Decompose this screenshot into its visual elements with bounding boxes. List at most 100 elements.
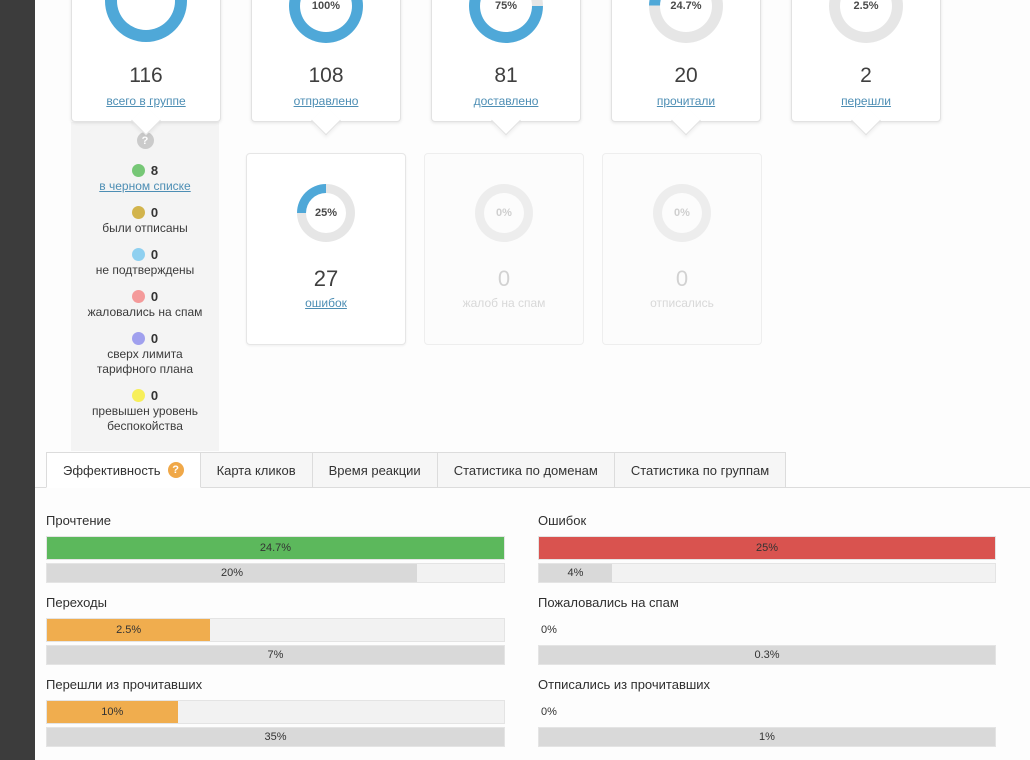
tab-label: Время реакции xyxy=(328,462,421,478)
legend-label-anxiety-level: превышен уровень беспокойства xyxy=(91,404,199,433)
stat-link-clicked[interactable]: перешли xyxy=(841,94,891,108)
metric-click-rate: Переходы 2.5% 7% xyxy=(46,595,505,665)
stat-card-total-in-group: 116 всего в группе xyxy=(71,0,221,122)
stat-card-delivered: 75% 81 доставлено xyxy=(431,0,581,122)
donut-percent-label: 100% xyxy=(311,0,341,12)
metric-click-to-open-rate: Перешли из прочитавших 10% 35% xyxy=(46,677,505,747)
donut-chart-errors: 25% xyxy=(297,184,355,242)
tab-label: Эффективность xyxy=(63,462,161,478)
donut-chart-spam-complaints: 0% xyxy=(475,184,533,242)
donut-percent-label: 75% xyxy=(494,0,518,12)
stat-link-total-in-group[interactable]: всего в группе xyxy=(106,94,186,108)
legend-label-over-limit: сверх лимита тарифного плана xyxy=(96,347,194,376)
stat-link-sent[interactable]: отправлено xyxy=(293,94,359,108)
bar-average-label: 0.3% xyxy=(754,649,780,661)
metric-value-bar: 0% xyxy=(538,700,996,724)
metric-value-bar: 0% xyxy=(538,618,996,642)
top-stat-cards: 116 всего в группе 100% 108 отправлено 7… xyxy=(71,0,941,122)
metric-average-bar: 7% xyxy=(46,645,505,665)
bar-value-label: 2.5% xyxy=(116,624,142,636)
metrics-left-column: Прочтение 24.7% 20% Переходы 2.5% 7% Пер… xyxy=(46,513,505,759)
stat-value-sent: 108 xyxy=(308,64,344,87)
metric-average-bar: 20% xyxy=(46,563,505,583)
left-sidebar[interactable] xyxy=(0,0,35,760)
legend-item-unconfirmed: 0 не подтверждены xyxy=(71,245,219,278)
metrics-right-column: Ошибок 25% 4% Пожаловались на спам 0% 0.… xyxy=(538,513,996,759)
stat-card-spam-complaints: 0% 0 жалоб на спам xyxy=(424,153,584,345)
legend-dot-blue xyxy=(131,247,145,261)
metric-unsubscribe-rate: Отписались из прочитавших 0% 1% xyxy=(538,677,996,747)
metric-average-bar: 0.3% xyxy=(538,645,996,665)
tab-click-map[interactable]: Карта кликов xyxy=(200,452,313,487)
metric-title: Отписались из прочитавших xyxy=(538,677,711,692)
help-icon[interactable]: ? xyxy=(136,132,154,149)
stat-value-delivered: 81 xyxy=(494,64,518,87)
bar-average-label: 7% xyxy=(267,649,284,661)
legend-label-unconfirmed: не подтверждены xyxy=(95,263,195,277)
metric-error-rate: Ошибок 25% 4% xyxy=(538,513,996,583)
group-legend-panel: ? 8 в черном списке 0 были отписаны 0 не… xyxy=(71,122,219,451)
donut-chart-total xyxy=(105,0,187,42)
tab-domain-stats[interactable]: Статистика по доменам xyxy=(437,452,615,487)
legend-count: 0 xyxy=(150,387,159,403)
help-icon[interactable]: ? xyxy=(167,462,184,478)
stat-value-unsubscribed: 0 xyxy=(675,266,689,291)
stat-value-total: 116 xyxy=(129,64,163,87)
stat-card-errors: 25% 27 ошибок xyxy=(246,153,406,345)
legend-link-blacklist[interactable]: в черном списке xyxy=(99,179,191,193)
legend-item-blacklist: 8 в черном списке xyxy=(71,161,219,194)
legend-item-unsubscribed: 0 были отписаны xyxy=(71,203,219,236)
stat-card-unsubscribed: 0% 0 отписались xyxy=(602,153,762,345)
donut-percent-label: 0% xyxy=(674,207,690,219)
effectiveness-panel: Прочтение 24.7% 20% Переходы 2.5% 7% Пер… xyxy=(46,488,996,759)
legend-dot-periwinkle xyxy=(131,331,145,345)
bar-average-label: 4% xyxy=(567,567,584,579)
donut-chart-sent: 100% xyxy=(289,0,363,43)
metric-average-bar: 4% xyxy=(538,563,996,583)
metric-value-bar: 10% xyxy=(46,700,505,724)
legend-count: 0 xyxy=(150,288,159,304)
stat-value-spam-complaints: 0 xyxy=(497,266,511,291)
legend-count: 0 xyxy=(150,246,159,262)
legend-dot-green xyxy=(131,163,145,177)
metric-value-bar: 24.7% xyxy=(46,536,505,560)
legend-count: 8 xyxy=(150,162,159,178)
bar-value-label: 0% xyxy=(541,706,557,718)
metric-spam-complaint-rate: Пожаловались на спам 0% 0.3% xyxy=(538,595,996,665)
statistics-tabs: Эффективность ? Карта кликов Время реакц… xyxy=(46,452,787,488)
bar-value-label: 25% xyxy=(755,542,779,554)
metric-title: Прочтение xyxy=(46,513,111,528)
stat-card-read: 24.7% 20 прочитали xyxy=(611,0,761,122)
metric-value-bar: 2.5% xyxy=(46,618,505,642)
stat-link-unsubscribed: отписались xyxy=(650,296,714,310)
bar-value-label: 24.7% xyxy=(259,542,292,554)
metric-average-bar: 35% xyxy=(46,727,505,747)
stat-link-delivered[interactable]: доставлено xyxy=(473,94,539,108)
stat-link-errors[interactable]: ошибок xyxy=(305,296,347,310)
stat-value-clicked: 2 xyxy=(860,64,872,87)
stat-value-read: 20 xyxy=(674,64,698,87)
tabs-divider xyxy=(35,487,1030,488)
stat-card-sent: 100% 108 отправлено xyxy=(251,0,401,122)
legend-item-spam-complaints: 0 жаловались на спам xyxy=(71,287,219,320)
stat-link-spam-complaints: жалоб на спам xyxy=(462,296,546,310)
donut-chart-read: 24.7% xyxy=(649,0,723,43)
metric-title: Ошибок xyxy=(538,513,587,528)
metric-value-bar: 25% xyxy=(538,536,996,560)
metric-title: Пожаловались на спам xyxy=(538,595,679,610)
tab-group-stats[interactable]: Статистика по группам xyxy=(614,452,787,487)
metric-read-rate: Прочтение 24.7% 20% xyxy=(46,513,505,583)
bar-value-label: 0% xyxy=(541,624,557,636)
legend-dot-mustard xyxy=(131,205,145,219)
metric-title: Переходы xyxy=(46,595,107,610)
legend-item-anxiety-level: 0 превышен уровень беспокойства xyxy=(71,386,219,434)
donut-percent-label: 2.5% xyxy=(853,0,879,12)
metric-average-bar: 1% xyxy=(538,727,996,747)
tab-reaction-time[interactable]: Время реакции xyxy=(312,452,438,487)
donut-percent-label: 25% xyxy=(314,207,338,219)
stat-link-read[interactable]: прочитали xyxy=(656,94,716,108)
bar-value-label: 10% xyxy=(101,706,124,718)
tab-effectiveness[interactable]: Эффективность ? xyxy=(46,452,201,488)
donut-percent-label xyxy=(105,0,187,42)
legend-count: 0 xyxy=(150,330,159,346)
